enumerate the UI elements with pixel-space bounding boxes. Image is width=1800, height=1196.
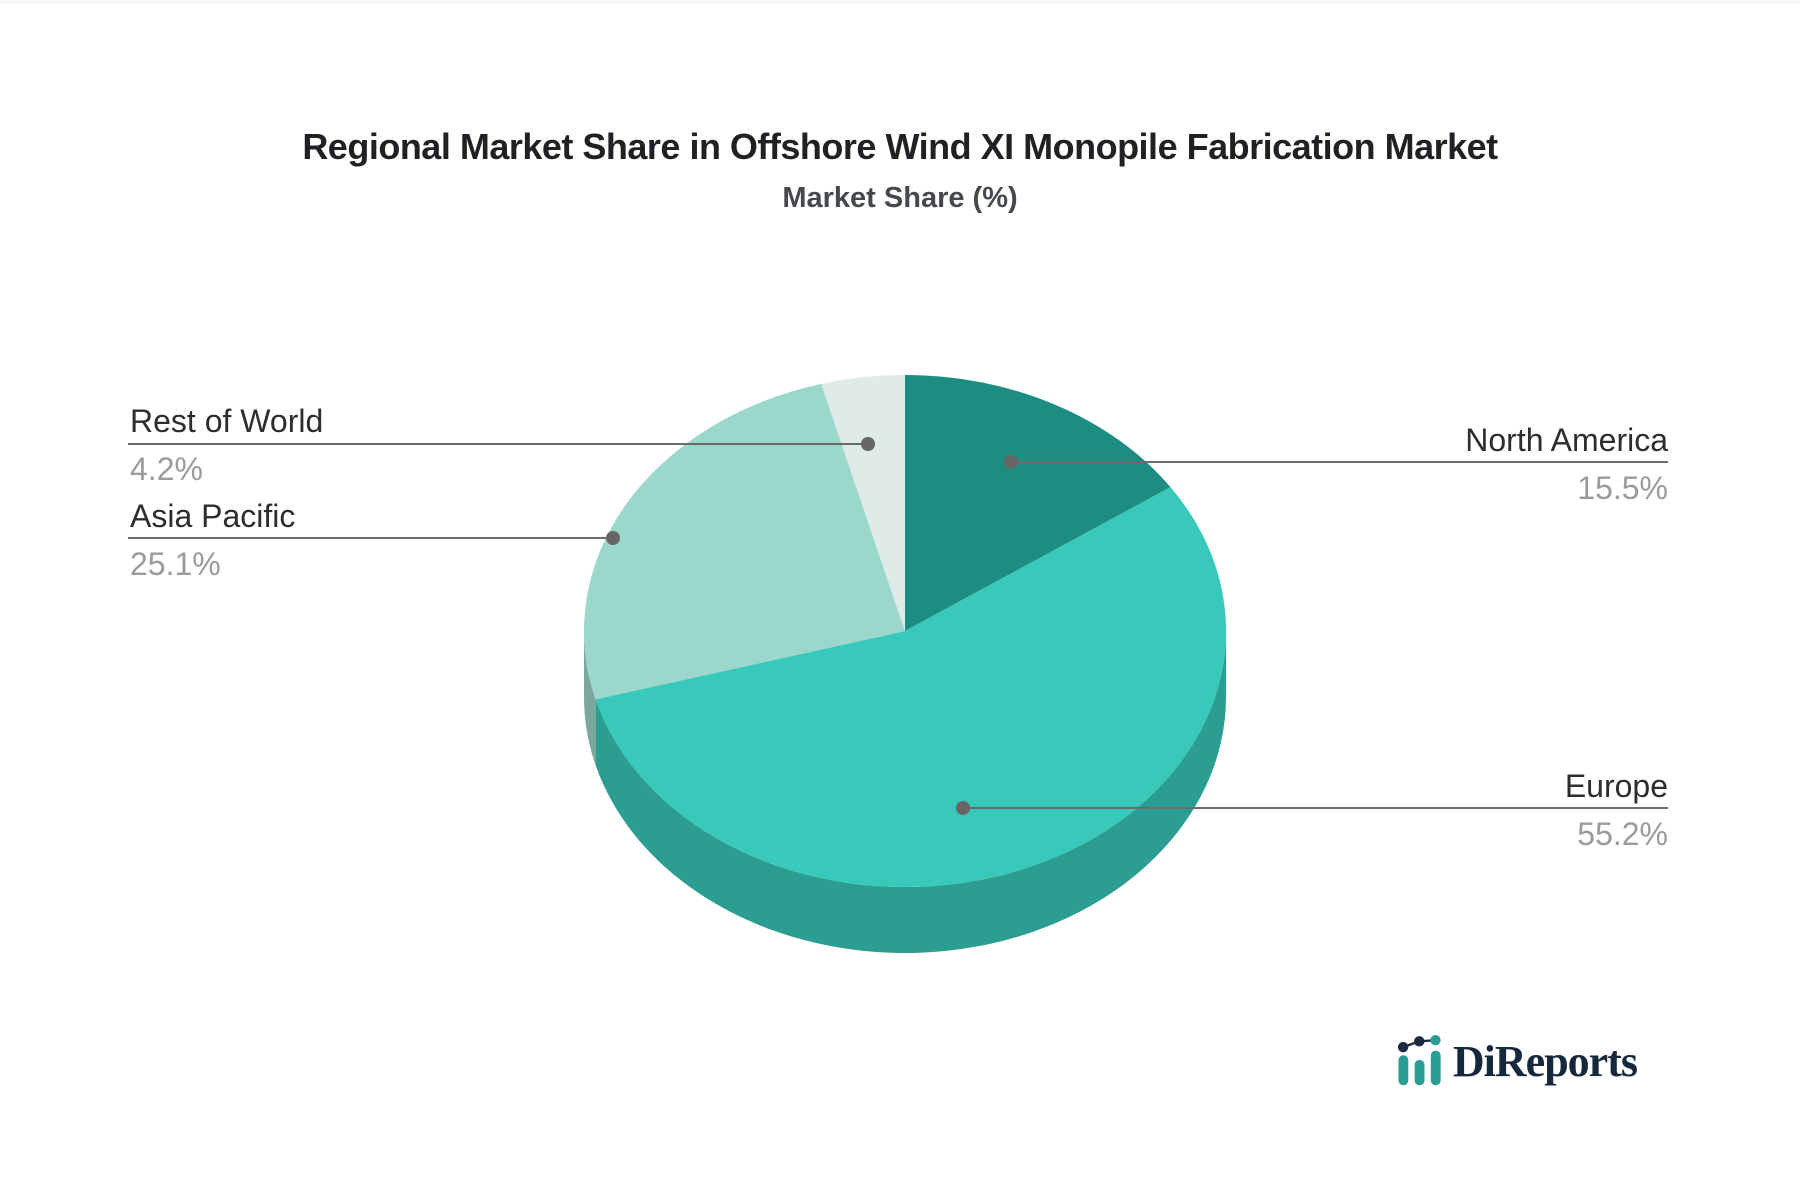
- callout-north-america: North America 15.5%: [1465, 422, 1668, 506]
- slice-label: Asia Pacific: [130, 498, 296, 534]
- callout-rest-of-world: Rest of World 4.2%: [130, 403, 323, 487]
- pie-slice-europe[interactable]: [595, 487, 1226, 887]
- pie-slice-rest-of-world[interactable]: [821, 375, 905, 631]
- slice-percent: 25.1%: [130, 546, 221, 582]
- top-edge-strip: [0, 0, 1800, 4]
- callout-asia-pacific: Asia Pacific 25.1%: [130, 498, 295, 582]
- chart-subtitle: Market Share (%): [782, 182, 1018, 214]
- leader-dot-asia-pacific: [606, 531, 620, 545]
- slice-label: Europe: [1564, 768, 1668, 804]
- leader-dot-europe: [956, 801, 970, 815]
- leader-dot-rest-of-world: [861, 437, 875, 451]
- pie-slice-asia-pacific[interactable]: [584, 383, 905, 700]
- direports-logo-text: DiReports: [1452, 1037, 1638, 1086]
- slice-percent: 55.2%: [1577, 816, 1668, 852]
- direports-logo-icon: [1397, 1035, 1441, 1086]
- slice-label: Rest of World: [130, 403, 324, 439]
- pie-depth-europe: [595, 631, 1226, 953]
- pie-depth-asia-pacific: [584, 631, 596, 766]
- leader-dot-north-america: [1004, 455, 1018, 469]
- slice-label: North America: [1465, 422, 1668, 458]
- chart-title: Regional Market Share in Offshore Wind X…: [302, 126, 1498, 167]
- slice-percent: 15.5%: [1577, 470, 1668, 506]
- direports-logo: DiReports: [1395, 1034, 1638, 1088]
- slice-percent: 4.2%: [130, 451, 203, 487]
- callout-europe: Europe 55.2%: [1565, 768, 1668, 852]
- pie-slice-north-america[interactable]: [905, 375, 1171, 631]
